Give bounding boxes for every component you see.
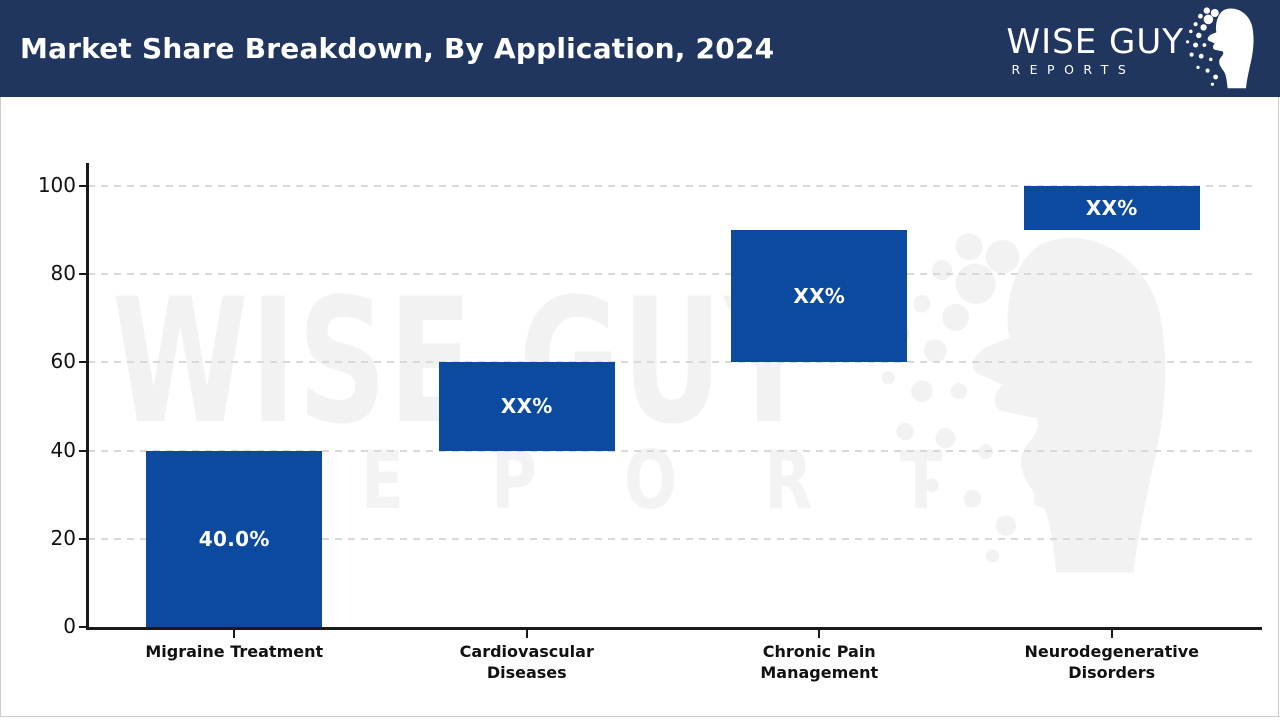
y-tick-mark <box>79 361 87 364</box>
x-category-label-line: Diseases <box>486 663 567 683</box>
y-tick-label: 20 <box>50 525 76 550</box>
y-tick-label: 60 <box>50 349 76 374</box>
x-category-label: Neurodegenerative Disorders <box>962 641 1262 683</box>
x-category-label-line: Management <box>760 663 879 683</box>
gridline-y80 <box>88 273 1258 276</box>
x-category-label-line: Disorders <box>1068 663 1156 683</box>
y-tick-mark <box>79 449 87 452</box>
bar-segment-4: XX% <box>1023 186 1200 231</box>
bar-segment-3: XX% <box>731 230 908 363</box>
y-tick-mark <box>79 537 87 540</box>
brand-logo-text: WISE GUY REPORTS <box>1006 25 1184 77</box>
bar-segment-2: XX% <box>438 362 615 451</box>
gridline-y60 <box>88 361 1258 364</box>
x-category-label-line: Migraine Treatment <box>145 642 324 661</box>
brand-name: WISE GUY <box>1006 21 1184 62</box>
bar-value-label: XX% <box>1085 196 1138 221</box>
x-category-label: Cardiovascular Diseases <box>377 641 677 683</box>
brand-subname: REPORTS <box>1011 61 1136 77</box>
page-title: Market Share Breakdown, By Application, … <box>20 32 775 65</box>
border-left <box>0 97 1 717</box>
y-tick-label: 0 <box>63 614 76 638</box>
x-tick-mark <box>233 630 236 638</box>
gridline-y100 <box>88 185 1258 187</box>
border-bottom <box>0 716 1280 717</box>
x-tick-mark <box>818 630 821 638</box>
x-category-label-line: Neurodegenerative <box>1024 642 1199 661</box>
x-category-label-line: Chronic Pain <box>762 642 876 661</box>
brand-logo: WISE GUY REPORTS <box>1006 5 1262 93</box>
y-tick-label: 100 <box>37 173 76 197</box>
y-tick-label: 80 <box>50 261 76 286</box>
x-axis-line <box>86 627 1262 630</box>
y-axis-line <box>86 163 89 630</box>
y-tick-mark <box>79 273 87 276</box>
x-tick-mark <box>525 630 528 638</box>
x-category-label: Migraine Treatment <box>84 641 384 662</box>
y-tick-mark <box>79 626 87 628</box>
x-category-label: Chronic Pain Management <box>669 641 969 683</box>
x-tick-mark <box>1110 630 1113 638</box>
gridline-y20 <box>88 537 1258 540</box>
bar-value-label: XX% <box>500 394 553 419</box>
gridline-y40 <box>88 449 1258 452</box>
bar-value-label: 40.0% <box>198 526 270 551</box>
y-tick-mark <box>79 185 87 187</box>
x-category-label-line: Cardiovascular <box>459 642 594 661</box>
header-bar: Market Share Breakdown, By Application, … <box>0 0 1280 97</box>
bar-value-label: XX% <box>793 284 846 309</box>
border-right <box>1278 97 1279 717</box>
bar-segment-1: 40.0% <box>146 450 323 627</box>
y-tick-label: 40 <box>50 437 76 462</box>
